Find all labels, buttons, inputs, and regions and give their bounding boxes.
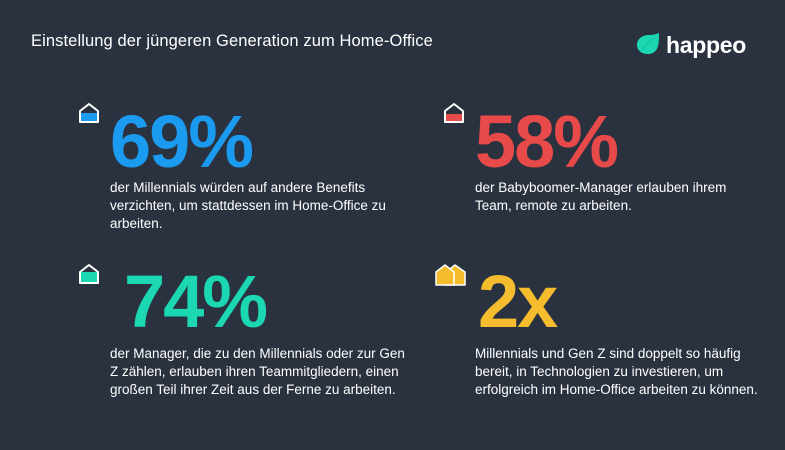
logo-text: happeo: [666, 31, 746, 58]
stat-value: 74%: [124, 260, 268, 343]
house-half-filled-icon: [78, 102, 100, 129]
page-title: Einstellung der jüngeren Generation zum …: [31, 32, 433, 50]
happeo-logo: happeo: [636, 33, 746, 60]
double-house-icon: [434, 263, 468, 292]
stat-description: der Manager, die zu den Millennials oder…: [110, 346, 405, 397]
stat-description: der Millennials würden auf andere Benefi…: [110, 180, 386, 231]
stat-description: Millennials und Gen Z sind doppelt so hä…: [475, 346, 758, 397]
stat-description: der Babyboomer-Manager erlauben ihrem Te…: [475, 180, 727, 213]
stat-value: 2x: [478, 260, 558, 343]
stat-value: 58%: [475, 100, 619, 183]
house-half-filled-icon: [443, 102, 465, 129]
leaf-icon: [636, 33, 660, 60]
house-mostly-filled-icon: [78, 263, 100, 290]
stat-value: 69%: [110, 100, 254, 183]
